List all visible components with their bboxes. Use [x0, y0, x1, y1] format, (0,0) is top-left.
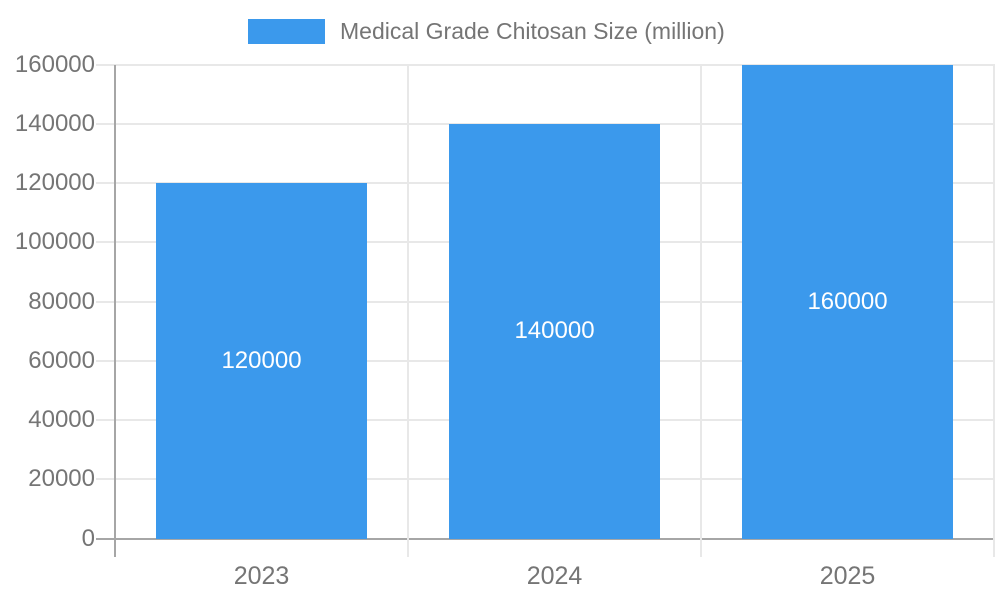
category-boundary-line [407, 64, 409, 539]
y-axis-tick-label: 40000 [28, 406, 95, 433]
bar-value-label: 140000 [514, 317, 595, 345]
y-axis-tick-label: 60000 [28, 346, 95, 374]
x-axis-tick-label: 2025 [819, 562, 876, 590]
y-axis-tick-label: 140000 [14, 109, 95, 137]
category-boundary-tick [700, 538, 702, 557]
category-boundary-tick [407, 538, 409, 557]
y-axis-tick-label: 160000 [14, 50, 95, 78]
chart-legend[interactable]: Medical Grade Chitosan Size (million) [248, 18, 725, 44]
bar-value-label: 160000 [807, 287, 888, 315]
y-axis-tick-label: 0 [81, 524, 95, 552]
y-axis-tick-label: 100000 [14, 228, 95, 256]
category-boundary-tick [993, 538, 995, 557]
bar-2024 [449, 123, 660, 539]
y-gridline [96, 63, 995, 66]
x-axis-baseline [96, 537, 995, 540]
x-axis-tick-label: 2023 [233, 562, 290, 590]
bar-2025 [742, 64, 953, 539]
category-boundary-line [993, 64, 995, 539]
category-boundary-line [700, 64, 702, 539]
y-axis-tick-label: 120000 [14, 169, 95, 196]
legend-label: Medical Grade Chitosan Size (million) [340, 18, 725, 44]
y-axis-tick-label: 80000 [28, 287, 95, 315]
legend-swatch [248, 18, 325, 44]
y-axis-line [114, 64, 116, 557]
bar-2023 [156, 183, 367, 539]
x-axis-tick-label: 2024 [526, 562, 583, 590]
y-axis-tick-label: 20000 [28, 465, 95, 493]
bar-value-label: 120000 [221, 346, 302, 374]
